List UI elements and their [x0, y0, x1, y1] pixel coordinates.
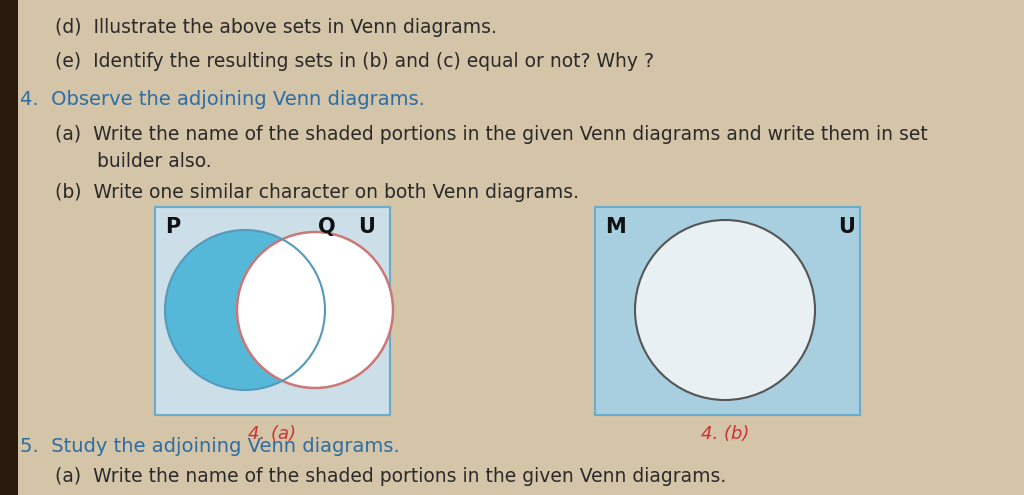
- Text: (a)  Write the name of the shaded portions in the given Venn diagrams and write : (a) Write the name of the shaded portion…: [55, 125, 928, 144]
- Text: Q: Q: [318, 217, 336, 237]
- Text: 4.  Observe the adjoining Venn diagrams.: 4. Observe the adjoining Venn diagrams.: [20, 90, 425, 109]
- Text: 4. (b): 4. (b): [700, 425, 750, 443]
- Text: (b)  Write one similar character on both Venn diagrams.: (b) Write one similar character on both …: [55, 183, 579, 202]
- Text: (e)  Identify the resulting sets in (b) and (c) equal or not? Why ?: (e) Identify the resulting sets in (b) a…: [55, 52, 654, 71]
- Bar: [155, 207, 390, 415]
- Text: U: U: [838, 217, 855, 237]
- Text: (a)  Write the name of the shaded portions in the given Venn diagrams.: (a) Write the name of the shaded portion…: [55, 467, 726, 486]
- Text: (d)  Illustrate the above sets in Venn diagrams.: (d) Illustrate the above sets in Venn di…: [55, 18, 497, 37]
- Text: builder also.: builder also.: [55, 152, 212, 171]
- Text: 4. (a): 4. (a): [248, 425, 296, 443]
- Circle shape: [635, 220, 815, 400]
- Bar: [595, 207, 860, 415]
- Text: M: M: [605, 217, 626, 237]
- Text: U: U: [358, 217, 375, 237]
- Text: P: P: [165, 217, 180, 237]
- Circle shape: [165, 230, 325, 390]
- Bar: [0, 0, 18, 495]
- Circle shape: [237, 232, 393, 388]
- Text: 5.  Study the adjoining Venn diagrams.: 5. Study the adjoining Venn diagrams.: [20, 437, 399, 456]
